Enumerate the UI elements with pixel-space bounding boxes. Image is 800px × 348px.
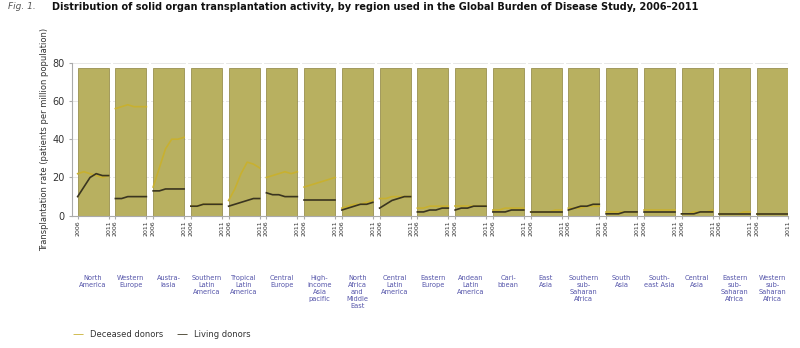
Text: Living donors: Living donors xyxy=(194,330,250,339)
Bar xyxy=(530,68,562,216)
Bar xyxy=(153,68,184,216)
Text: South
Asia: South Asia xyxy=(612,275,631,288)
Bar xyxy=(682,68,713,216)
Bar xyxy=(568,68,599,216)
Text: Western
sub-
Saharan
Africa: Western sub- Saharan Africa xyxy=(758,275,786,302)
Y-axis label: Transplantation rate (patients per million population): Transplantation rate (patients per milli… xyxy=(40,27,50,251)
Bar xyxy=(342,68,373,216)
Text: Central
Europe: Central Europe xyxy=(270,275,294,288)
Bar xyxy=(644,68,674,216)
Text: East
Asia: East Asia xyxy=(539,275,554,288)
Text: Andean
Latin
America: Andean Latin America xyxy=(457,275,484,295)
Bar xyxy=(493,68,524,216)
Text: Western
Europe: Western Europe xyxy=(117,275,145,288)
Text: Central
Asia: Central Asia xyxy=(685,275,710,288)
Bar xyxy=(191,68,222,216)
Bar xyxy=(229,68,259,216)
Bar xyxy=(266,68,298,216)
Text: South-
east Asia: South- east Asia xyxy=(644,275,674,288)
Text: Austra-
lasia: Austra- lasia xyxy=(157,275,181,288)
Bar xyxy=(380,68,410,216)
Bar xyxy=(78,68,109,216)
Text: Distribution of solid organ transplantation activity, by region used in the Glob: Distribution of solid organ transplantat… xyxy=(52,2,698,12)
Bar xyxy=(757,68,788,216)
Bar xyxy=(304,68,335,216)
Text: Fig. 1.: Fig. 1. xyxy=(8,2,36,11)
Bar xyxy=(719,68,750,216)
Text: —: — xyxy=(176,329,187,339)
Bar xyxy=(115,68,146,216)
Text: Southern
sub-
Saharan
Africa: Southern sub- Saharan Africa xyxy=(569,275,599,302)
Text: Central
Latin
America: Central Latin America xyxy=(382,275,409,295)
Bar xyxy=(455,68,486,216)
Text: Southern
Latin
America: Southern Latin America xyxy=(191,275,222,295)
Bar xyxy=(606,68,637,216)
Text: Eastern
Europe: Eastern Europe xyxy=(420,275,446,288)
Text: Eastern
sub-
Saharan
Africa: Eastern sub- Saharan Africa xyxy=(721,275,749,302)
Text: Cari-
bbean: Cari- bbean xyxy=(498,275,519,288)
Text: High-
income
Asia
pacific: High- income Asia pacific xyxy=(307,275,332,302)
Text: North
Africa
and
Middle
East: North Africa and Middle East xyxy=(346,275,368,309)
Text: Tropical
Latin
America: Tropical Latin America xyxy=(230,275,258,295)
Text: Deceased donors: Deceased donors xyxy=(90,330,163,339)
Text: —: — xyxy=(72,329,83,339)
Text: North
America: North America xyxy=(79,275,107,288)
Bar xyxy=(418,68,448,216)
